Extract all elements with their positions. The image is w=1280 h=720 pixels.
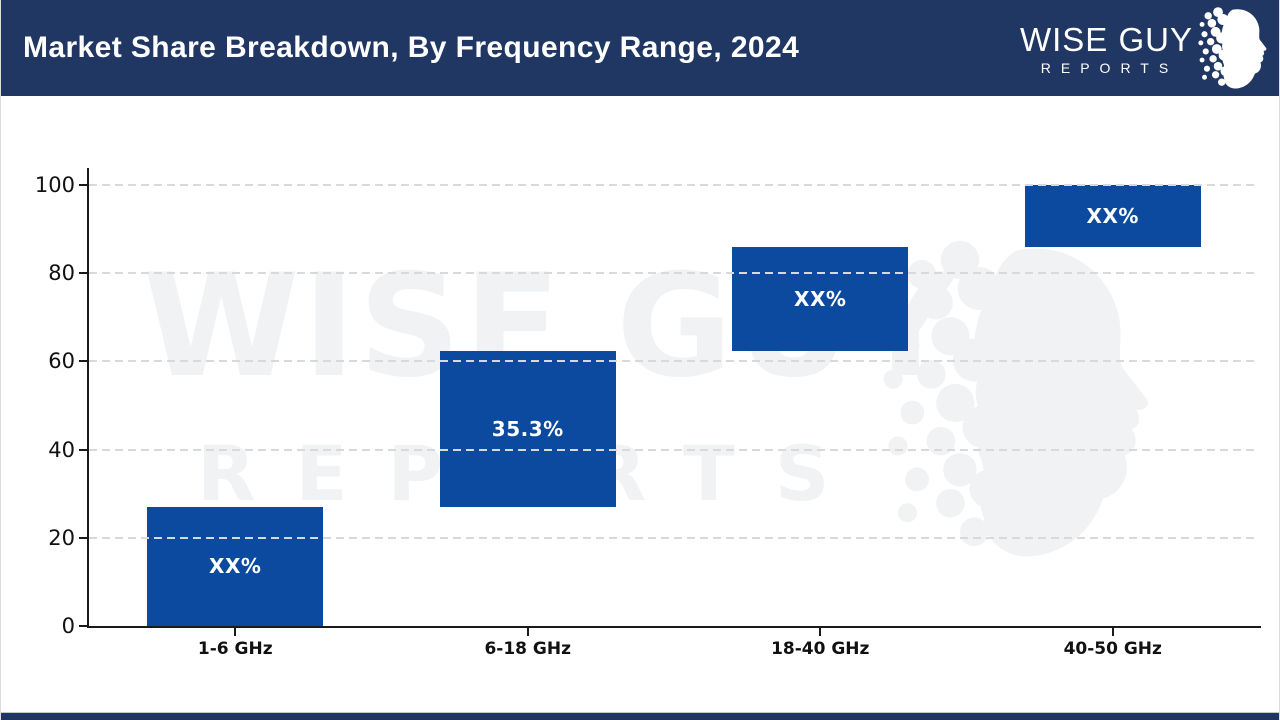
footer-divider xyxy=(1,712,1279,713)
y-axis-tick xyxy=(79,536,89,539)
gridline xyxy=(89,536,1259,539)
y-axis-tick-label: 60 xyxy=(48,349,75,374)
x-axis-line xyxy=(87,626,1261,628)
y-axis-tick-label: 0 xyxy=(61,614,75,638)
y-axis-tick xyxy=(79,625,89,627)
bar-value-label: XX% xyxy=(1086,204,1139,229)
y-axis-tick xyxy=(79,448,89,451)
x-axis-tick-label: 18-40 GHz xyxy=(771,639,870,659)
x-axis-tick-label: 6-18 GHz xyxy=(484,639,572,659)
y-axis-tick-label: 40 xyxy=(48,437,75,462)
bar-value-label: XX% xyxy=(209,554,262,579)
y-axis-tick-label: 20 xyxy=(48,525,75,550)
bar-segment: XX% xyxy=(732,247,909,352)
x-axis-tick xyxy=(1111,628,1114,636)
brand-logo: WISE GUY REPORTS xyxy=(1020,4,1271,94)
logo-subtext: REPORTS xyxy=(1040,59,1179,76)
y-axis-tick xyxy=(79,272,89,275)
y-axis-tick-label: 100 xyxy=(34,173,75,197)
y-axis-line xyxy=(87,168,89,628)
x-axis-tick xyxy=(234,628,237,636)
logo-text: WISE GUY REPORTS xyxy=(1019,21,1193,76)
x-axis-tick xyxy=(819,628,822,636)
gridline xyxy=(89,272,1259,275)
x-axis-tick-label: 40-50 GHz xyxy=(1063,639,1162,659)
y-axis-tick xyxy=(79,184,89,186)
dotted-head-icon xyxy=(1197,6,1271,92)
x-axis-tick xyxy=(526,628,529,636)
bar-segment: XX% xyxy=(1024,185,1201,248)
logo-wordmark: WISE GUY xyxy=(1019,21,1193,59)
bar-value-label: XX% xyxy=(794,287,847,312)
header: Market Share Breakdown, By Frequency Ran… xyxy=(1,0,1279,96)
y-axis-tick xyxy=(79,360,89,363)
gridline xyxy=(89,448,1259,451)
gridline xyxy=(89,184,1259,186)
bar-segment: XX% xyxy=(147,506,324,626)
bar-segment: 35.3% xyxy=(439,351,616,507)
bar-value-label: 35.3% xyxy=(491,417,564,442)
footer-bar xyxy=(1,713,1279,720)
gridline xyxy=(89,360,1259,363)
y-axis-tick-label: 80 xyxy=(48,261,75,286)
x-axis-tick-label: 1-6 GHz xyxy=(197,639,273,659)
page-title: Market Share Breakdown, By Frequency Ran… xyxy=(23,31,800,64)
